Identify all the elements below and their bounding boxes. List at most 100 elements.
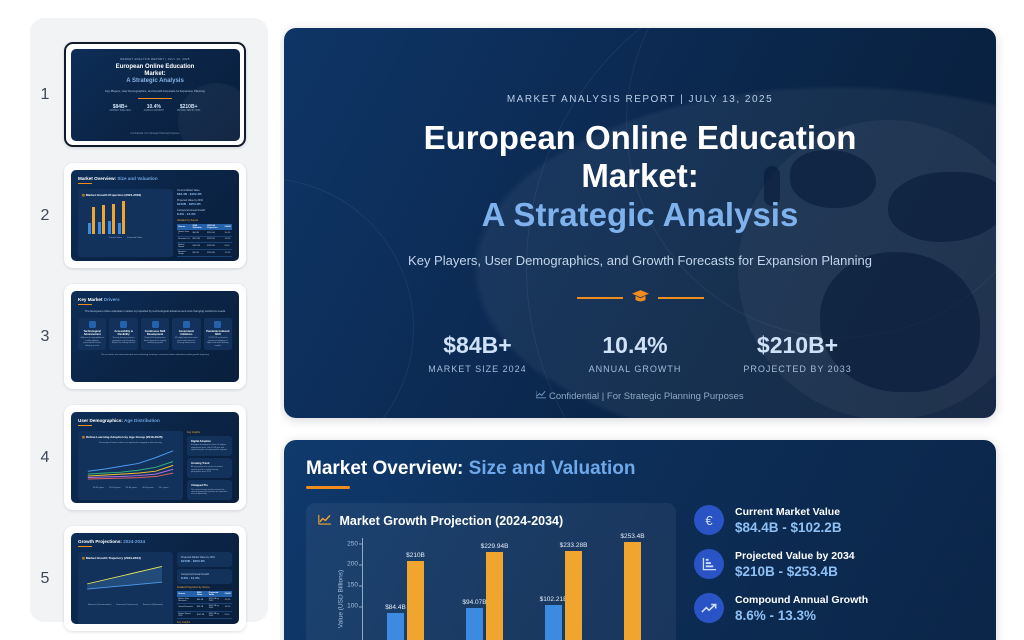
mini-growth-metrics: Projected Market Value by 2034 $210B - $… [177,551,232,624]
market-growth-chart-card: Market Growth Projection (2024-2034) Val… [306,503,676,640]
metric-text: Compound Annual Growth 8.6% - 13.3% [735,594,868,623]
slide-thumbnail-sidebar: 1 MARKET ANALYSIS REPORT | JULY 13, 2025… [0,0,280,640]
divider-line-right [657,296,704,299]
slide-number-5: 5 [40,569,50,587]
slide2-body: Market Growth Projection (2024-2034) Val… [306,503,974,640]
mini-table-row: Research Co $94.07B $229.9B 10.6% [177,236,232,243]
stat-value: $84B+ [443,331,512,358]
mini-legend-1: Current Value [108,236,123,239]
slide-hero[interactable]: MARKET ANALYSIS REPORT | JULY 13, 2025 E… [284,28,996,418]
mini-line-chart-panel: ▨ Online Learning Adoption by Age Group … [78,430,183,500]
bar-current-1: $84.4B [385,604,406,640]
y-tick: 100 [347,602,363,610]
mini-legend-5: Forecast (Conservative) Forecast (Consen… [87,603,164,606]
mini-driver-card: Accessibility & Flexibility Remote learn… [109,317,138,351]
graduation-cap-svg [631,289,649,302]
thumbnail-card-4[interactable]: User Demographics: Age Distribution ▨ On… [64,405,246,510]
y-tick: 200 [347,560,363,568]
hero-footer-text: Confidential | For Strategic Planning Pu… [548,391,744,402]
stat-label: PROJECTED BY 2033 [743,363,852,374]
bar-projected-1: $210B [406,552,425,640]
mini-divider [138,98,172,100]
thumbnail-card-3[interactable]: Key Market Drivers The European online e… [64,284,246,389]
mini-stat-2: 10.4% ANNUAL GROWTH [144,104,164,112]
mini-line-chart-title: ▨ Online Learning Adoption by Age Group … [82,434,163,439]
thumbnail-card-2[interactable]: Market Overview: Size and Valuation ▨ Ma… [64,163,246,268]
mini-growth-metric: Compound Annual Growth 8.6% - 13.3% [177,568,232,584]
mini-chart-panel: ▨ Market Growth Projection (2024-2034) [78,188,173,258]
mini-insights-title: Key Insights [177,621,191,624]
hero-footer: Confidential | For Strategic Planning Pu… [284,390,996,402]
slide2-title: Market Overview: Size and Valuation [306,458,974,480]
hero-content: MARKET ANALYSIS REPORT | JULY 13, 2025 E… [284,28,996,374]
thumbnail-preview-3: Key Market Drivers The European online e… [71,291,239,382]
title-line-1: European Online Education [423,119,857,156]
divider-line-left [576,296,623,299]
mini-footer: Confidential | For Strategic Planning Pu… [130,131,180,135]
metric-label: Current Market Value [735,505,841,518]
mini-trajectory-title: ▨ Market Growth Trajectory (2024-2034) [82,555,141,560]
hero-subtitle: Key Players, User Demographics, and Grow… [408,252,872,268]
slide2-title-main: Market Overview: [306,458,464,479]
chart-line-icon [535,390,549,402]
mini-metric-1: Current Market Value $84.4B - $102.2B [177,188,202,196]
mini-heading-5: Growth Projections: 2024-2034 [78,539,146,544]
thumbnail-card-1[interactable]: MARKET ANALYSIS REPORT | JULY 13, 2025 E… [64,42,246,147]
mini-stat-1: $84B+ MARKET SIZE 2024 [110,104,131,112]
stat-value: $210B+ [756,331,839,358]
chart-line-icon [318,514,334,528]
thumbnail-slide-4[interactable]: 4 User Demographics: Age Distribution [12,397,268,518]
mini-metrics: Current Market Value $84.4B - $102.2B Pr… [177,189,232,258]
mini-stat-3: $210B+ PROJECTED BY 2033 [177,104,200,112]
mini-bar-chart [82,200,169,234]
bar-label: $210B [406,552,425,560]
bar-chart-svg [702,557,716,571]
chart-line-svg [318,514,331,525]
metric-value: $210B - $253.4B [735,563,838,579]
chart-line-icon: ▨ [82,434,85,439]
slide-market-overview[interactable]: Market Overview: Size and Valuation Mark… [284,440,996,640]
thumbnail-slide-2[interactable]: 2 Market Overview: Size and Valuation [12,155,268,276]
area-chart-svg [87,565,163,590]
report-eyebrow: MARKET ANALYSIS REPORT | JULY 13, 2025 [506,94,774,105]
graduation-cap-icon [631,289,649,306]
bar-current-2: $94.07B [462,599,487,640]
mini-table-header-row: Source 2024 Valuation 2033-34 Projection… [177,223,232,230]
mini-stat-1-value: $84B+ [112,104,128,111]
globe-decoration-icon [738,120,996,418]
landmass-4 [820,252,980,392]
mini-trajectory-panel: ▨ Market Growth Trajectory (2024-2034) [78,551,173,624]
line-chart-svg [87,450,174,480]
page-title: European Online Education Market: A Stra… [284,119,996,234]
thumbnail-slide-1[interactable]: 1 MARKET ANALYSIS REPORT | JULY 13, 2025… [12,34,268,155]
mini-heading-4: User Demographics: Age Distribution [78,418,160,423]
thumbnail-slide-5[interactable]: 5 Growth Projections: 2024-2034 [12,518,268,639]
mini-heading-3: Key Market Drivers [78,297,120,302]
slide-canvas: MARKET ANALYSIS REPORT | JULY 13, 2025 E… [280,0,1024,640]
mini-stats: $84B+ MARKET SIZE 2024 10.4% ANNUAL GROW… [71,104,240,112]
slide2-title-accent: Size and Valuation [468,458,636,479]
mini-area-chart [82,563,169,601]
book-icon [151,320,159,328]
thumbnail-slide-3[interactable]: 3 Key Market Drivers The European online… [12,276,268,397]
hero-divider [284,289,996,306]
stat-annual-growth: 10.4% ANNUAL GROWTH [589,332,682,374]
mini-legend-2: Projected Value [127,236,143,239]
chart-line-icon: ▨ [82,555,85,560]
bar-group: $94.07B $229.94B [462,538,508,640]
thumbnail-preview-4: User Demographics: Age Distribution ▨ On… [71,412,239,503]
mini-insights: Key Insights Digital Adoption Emergent d… [187,431,232,500]
mini-stat-2-label: ANNUAL GROWTH [143,110,165,113]
mini-table-row: Analytics Group $90.1B $253.4B 13.3% [177,249,232,258]
mini-projection-table-title: Detailed Projections by Source [177,585,210,589]
thumbnail-card-5[interactable]: Growth Projections: 2024-2034 ▨ Market G… [64,526,246,631]
metric-current-market-value: € Current Market Value $84.4B - $102.2B [694,505,974,535]
bar-group: $253.4B [620,533,645,640]
chart-line-icon: ▨ [82,192,85,197]
key-metrics-list: € Current Market Value $84.4B - $102.2B [694,503,974,640]
mini-chart-title: ▨ Market Growth Projection (2024-2034) [82,193,169,197]
mini-metric-2: Projected Value by 2034 $210B - $253.4B [177,198,203,206]
mini-subtitle-3: The European online education market is … [84,308,226,313]
mini-stat-3-value: $210B+ [179,104,198,111]
